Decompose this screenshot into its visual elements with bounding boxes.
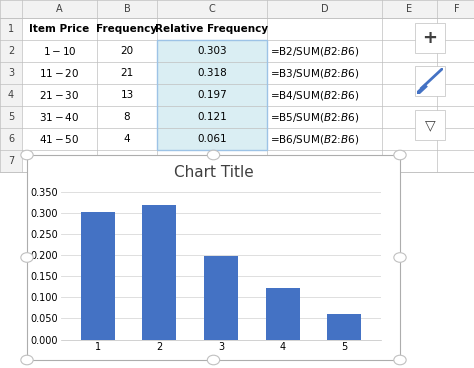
- Bar: [142, 205, 176, 340]
- Text: 3: 3: [8, 68, 14, 78]
- Bar: [157, 84, 267, 106]
- Text: Frequency: Frequency: [96, 24, 157, 34]
- Text: Relative Frequency: Relative Frequency: [155, 24, 269, 34]
- Text: 20: 20: [120, 46, 134, 56]
- Text: =B6/SUM($B$2:$B$6): =B6/SUM($B$2:$B$6): [270, 132, 359, 145]
- Text: 1: 1: [8, 24, 14, 34]
- Text: 4: 4: [8, 90, 14, 100]
- Text: 0.197: 0.197: [197, 90, 227, 100]
- Text: =B5/SUM($B$2:$B$6): =B5/SUM($B$2:$B$6): [270, 110, 359, 124]
- Bar: [0, 0, 22, 172]
- Bar: [266, 289, 300, 340]
- Bar: [157, 128, 267, 150]
- Bar: [81, 212, 115, 340]
- Text: 21: 21: [120, 68, 134, 78]
- Text: $1 - $10: $1 - $10: [43, 45, 76, 57]
- Bar: [157, 40, 267, 150]
- Bar: [157, 106, 267, 128]
- Text: A: A: [56, 4, 63, 14]
- Bar: [0, 0, 474, 18]
- Text: $21 - $30: $21 - $30: [39, 89, 80, 101]
- Bar: [328, 314, 361, 340]
- Text: C: C: [209, 4, 215, 14]
- Text: =B2/SUM($B$2:$B$6): =B2/SUM($B$2:$B$6): [270, 45, 359, 57]
- Text: D: D: [321, 4, 328, 14]
- Text: =B3/SUM($B$2:$B$6): =B3/SUM($B$2:$B$6): [270, 67, 359, 79]
- Text: 0.318: 0.318: [197, 68, 227, 78]
- Text: E: E: [406, 4, 412, 14]
- Bar: [27, 155, 400, 360]
- Text: +: +: [422, 29, 438, 47]
- Text: =B4/SUM($B$2:$B$6): =B4/SUM($B$2:$B$6): [270, 88, 359, 102]
- Bar: [204, 256, 238, 340]
- Text: ▽: ▽: [425, 118, 435, 132]
- Text: F: F: [454, 4, 460, 14]
- Text: 0.303: 0.303: [197, 46, 227, 56]
- Text: 0.121: 0.121: [197, 112, 227, 122]
- Text: 2: 2: [8, 46, 14, 56]
- Text: Item Price: Item Price: [29, 24, 90, 34]
- Text: 6: 6: [8, 134, 14, 144]
- Text: 4: 4: [124, 134, 130, 144]
- Text: B: B: [124, 4, 130, 14]
- Text: $11 - $20: $11 - $20: [39, 67, 80, 79]
- Text: $31 - $40: $31 - $40: [39, 111, 80, 123]
- Text: 8: 8: [124, 112, 130, 122]
- Bar: [157, 62, 267, 84]
- Bar: [0, 0, 474, 172]
- Text: Chart Title: Chart Title: [173, 165, 254, 180]
- Text: $41 - $50: $41 - $50: [39, 133, 80, 145]
- Text: 5: 5: [8, 112, 14, 122]
- Text: 13: 13: [120, 90, 134, 100]
- Text: 0.061: 0.061: [197, 134, 227, 144]
- Bar: [157, 40, 267, 62]
- Text: 7: 7: [8, 156, 14, 166]
